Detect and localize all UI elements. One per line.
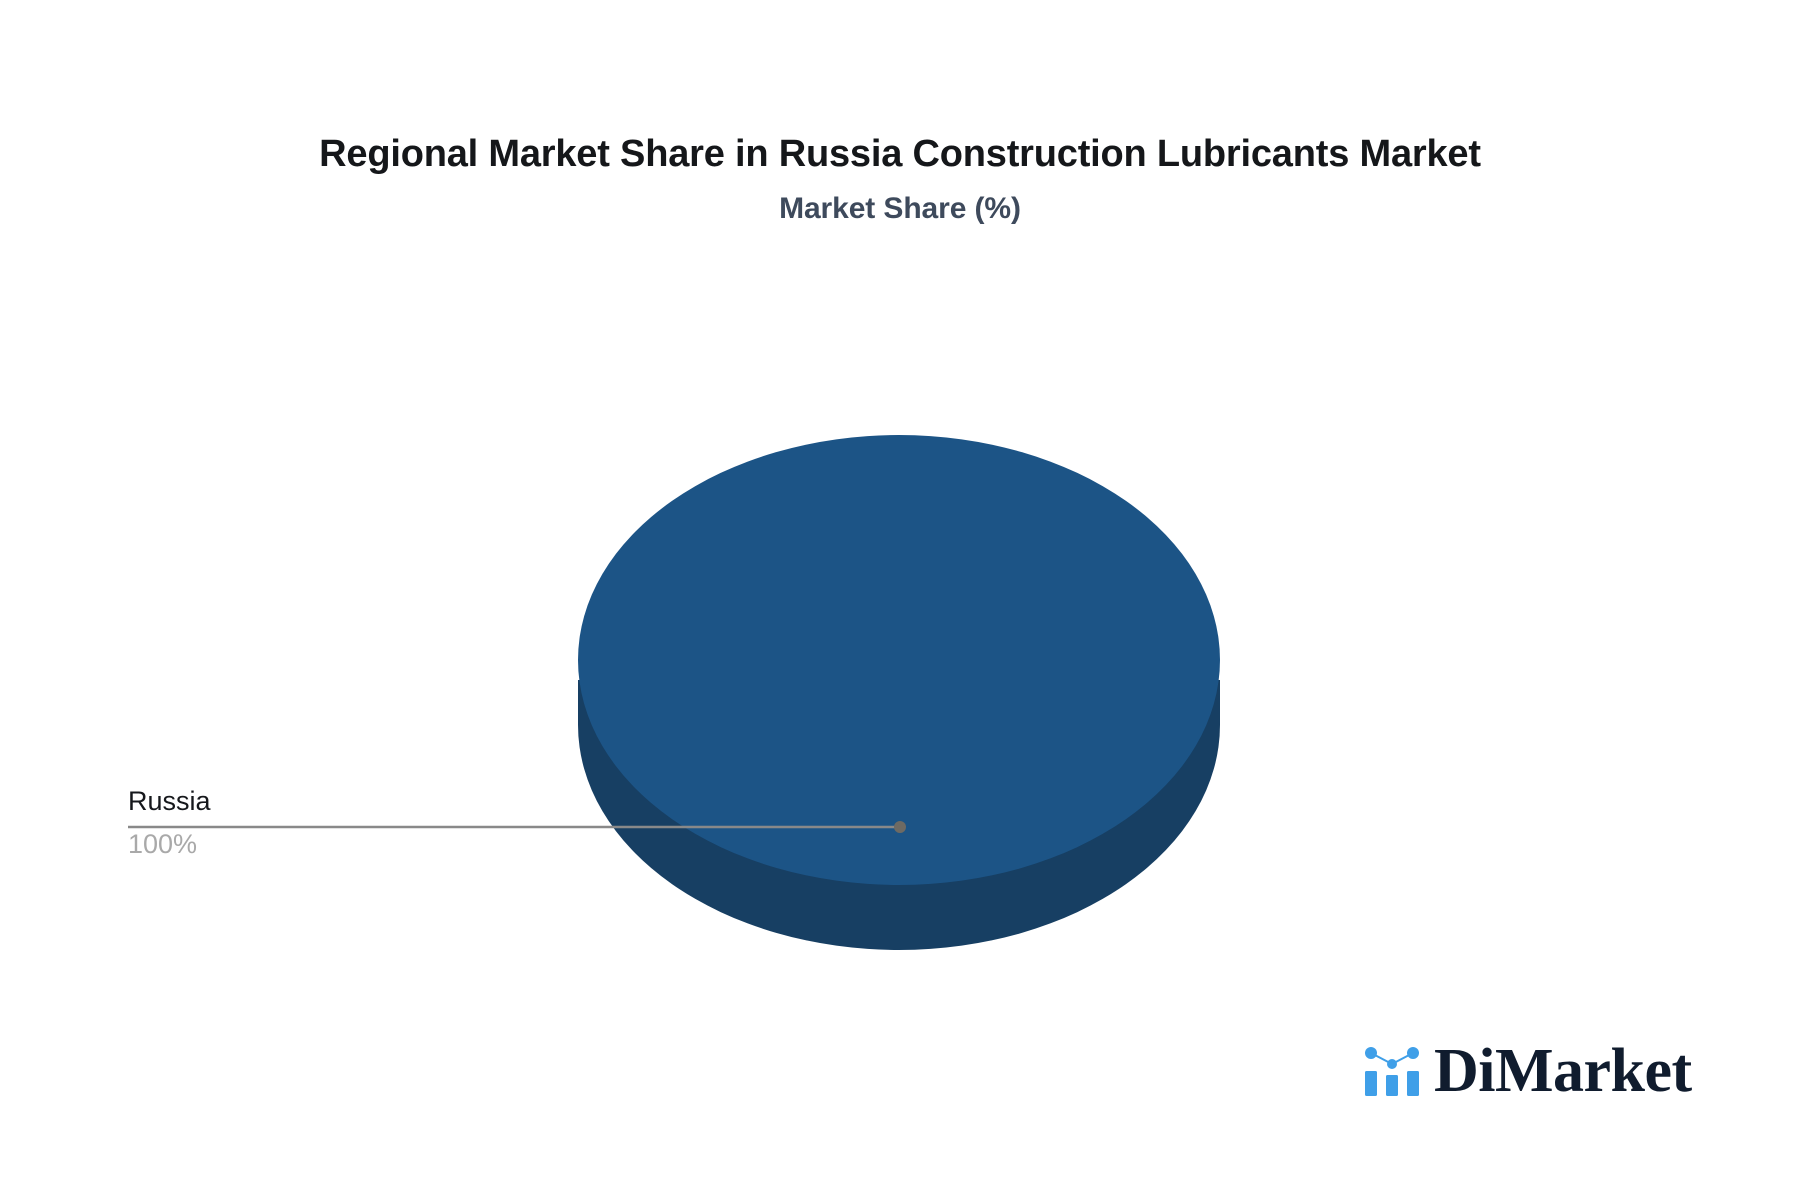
leader-anchor-dot	[894, 821, 906, 833]
pie-slice-russia	[578, 435, 1220, 885]
logo-wordmark: DiMarket	[1434, 1037, 1692, 1105]
pie-label-region-value: 100%	[128, 829, 198, 859]
pie-label-region-name: Russia	[128, 786, 211, 816]
pie-data-label-russia: Russia 100%	[128, 786, 448, 859]
bar-chart-trend-icon	[1365, 1047, 1419, 1096]
chart-subtitle: Market Share (%)	[779, 192, 1021, 225]
chart-title: Regional Market Share in Russia Construc…	[319, 133, 1481, 175]
dimarket-logo: DiMarket	[1362, 1040, 1692, 1102]
